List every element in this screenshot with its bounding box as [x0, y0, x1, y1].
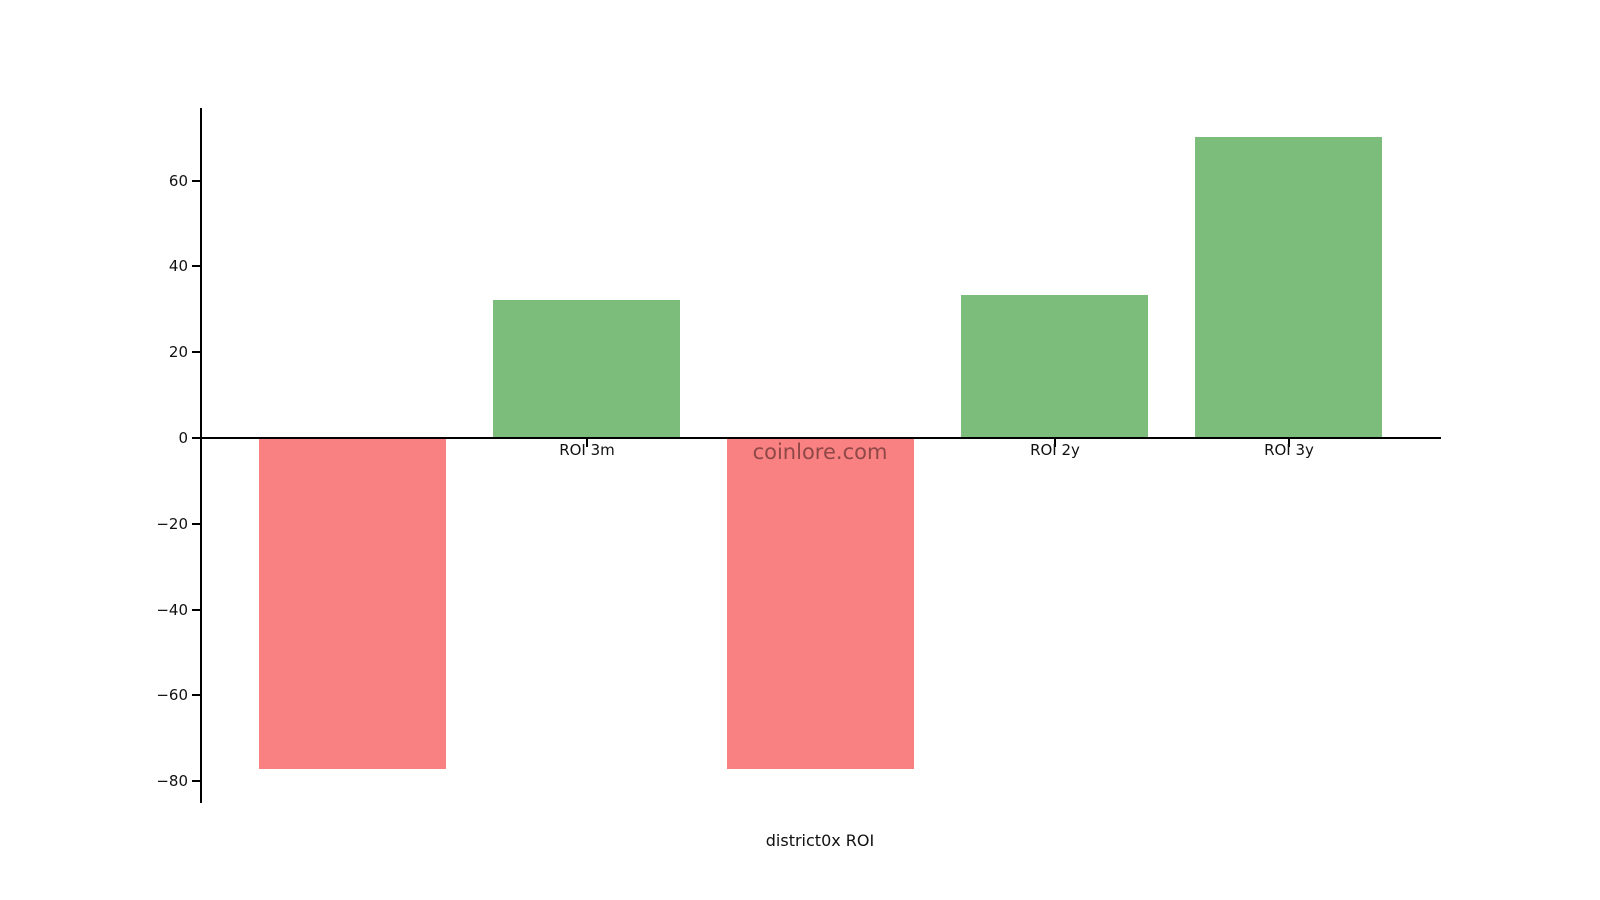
y-tick-mark: [192, 180, 200, 182]
x-tick-label: ROI 3y: [1264, 441, 1314, 459]
watermark: coinlore.com: [752, 440, 888, 464]
y-tick-mark: [192, 265, 200, 267]
x-tick-mark: [1288, 438, 1290, 447]
y-tick-label: −60: [156, 686, 188, 704]
y-tick-label: −80: [156, 772, 188, 790]
y-tick-mark: [192, 437, 200, 439]
bar-roi-3m: [493, 300, 680, 437]
bar-roi-2y: [961, 295, 1148, 437]
y-tick-label: 0: [178, 429, 188, 447]
y-tick-mark: [192, 609, 200, 611]
y-tick-label: 40: [168, 257, 188, 275]
x-tick-label: ROI 3m: [559, 441, 615, 459]
x-tick-mark: [586, 438, 588, 447]
y-tick-mark: [192, 694, 200, 696]
y-axis-spine: [200, 108, 202, 803]
y-tick-mark: [192, 780, 200, 782]
x-tick-mark: [1054, 438, 1056, 447]
y-tick-label: 20: [168, 343, 188, 361]
x-axis-line: [200, 437, 1441, 439]
bar-negative-0: [259, 439, 446, 769]
y-tick-label: −20: [156, 515, 188, 533]
y-tick-mark: [192, 351, 200, 353]
y-tick-label: 60: [168, 172, 188, 190]
bar-roi-3y: [1195, 137, 1382, 437]
bar-negative-2: [727, 439, 914, 769]
x-tick-label: ROI 2y: [1030, 441, 1080, 459]
y-tick-mark: [192, 523, 200, 525]
y-tick-label: −40: [156, 601, 188, 619]
x-axis-title: district0x ROI: [765, 831, 875, 850]
